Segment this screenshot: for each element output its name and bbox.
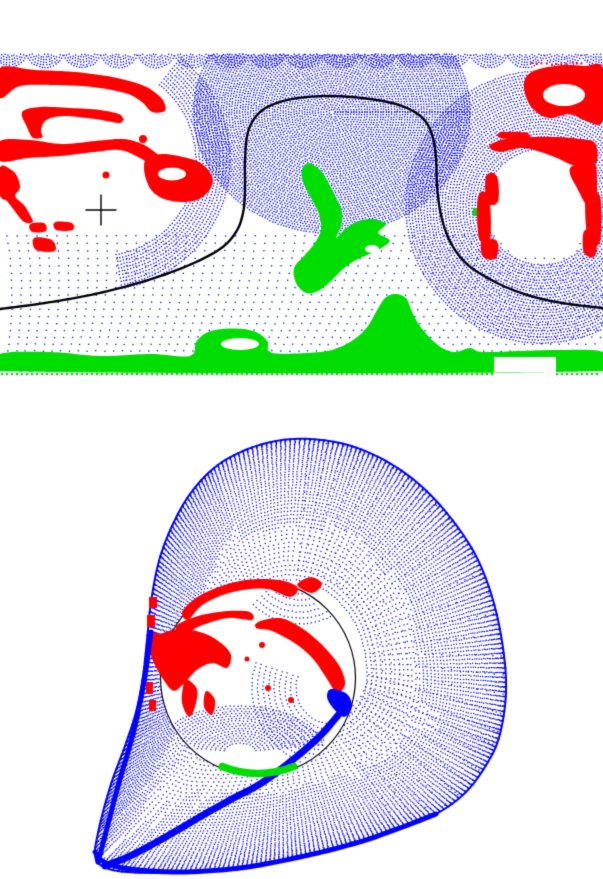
figure: [0, 0, 603, 879]
two-panel-plot-canvas: [0, 0, 603, 879]
